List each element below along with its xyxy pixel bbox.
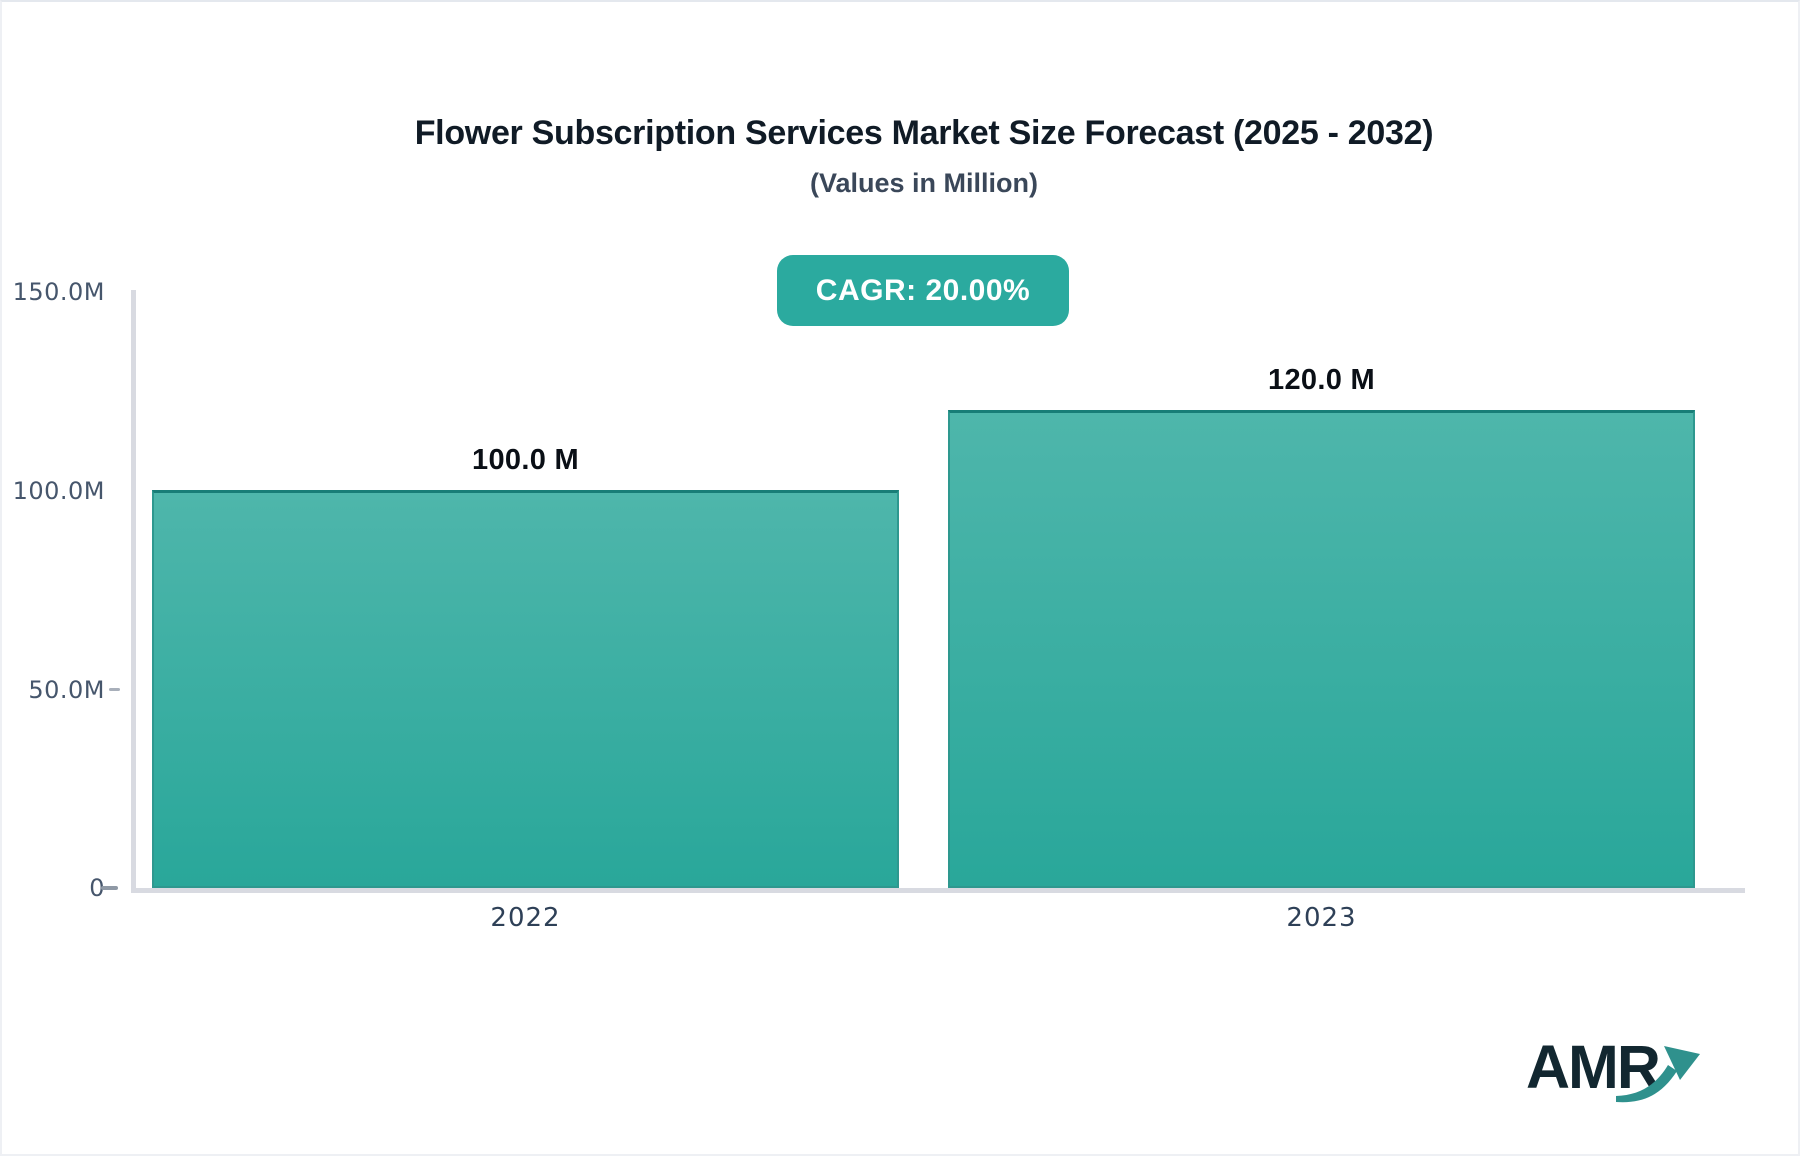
y-tick-label-0: 0: [89, 874, 105, 902]
y-tick-label-100: 100.0M: [12, 477, 105, 505]
amr-logo-text: AMR: [1526, 1033, 1661, 1101]
y-tick-mark-50: [109, 688, 120, 691]
x-category-label-2023: 2023: [1286, 903, 1357, 933]
amr-logo: AMR: [1526, 1032, 1716, 1122]
bar-value-label-2022: 100.0 M: [472, 444, 579, 476]
growth-arrow-icon: [1616, 1046, 1700, 1103]
y-tick-mark-0: [101, 886, 118, 890]
y-axis-line: [131, 290, 136, 891]
chart-subtitle: (Values in Million): [809, 168, 1039, 198]
bar-2022[interactable]: [152, 490, 899, 888]
cagr-badge-label: CAGR: 20.00%: [815, 273, 1031, 307]
bar-2023[interactable]: [948, 410, 1695, 888]
y-tick-label-50: 50.0M: [28, 676, 105, 704]
chart-title: Flower Subscription Services Market Size…: [414, 114, 1434, 152]
bar-value-label-2023: 120.0 M: [1268, 364, 1375, 396]
x-axis-line: [131, 888, 1745, 893]
x-category-label-2022: 2022: [490, 903, 561, 933]
chart-header: Flower Subscription Services Market Size…: [50, 114, 1798, 199]
y-tick-label-150: 150.0M: [12, 278, 105, 306]
cagr-badge: CAGR: 20.00%: [777, 255, 1069, 326]
